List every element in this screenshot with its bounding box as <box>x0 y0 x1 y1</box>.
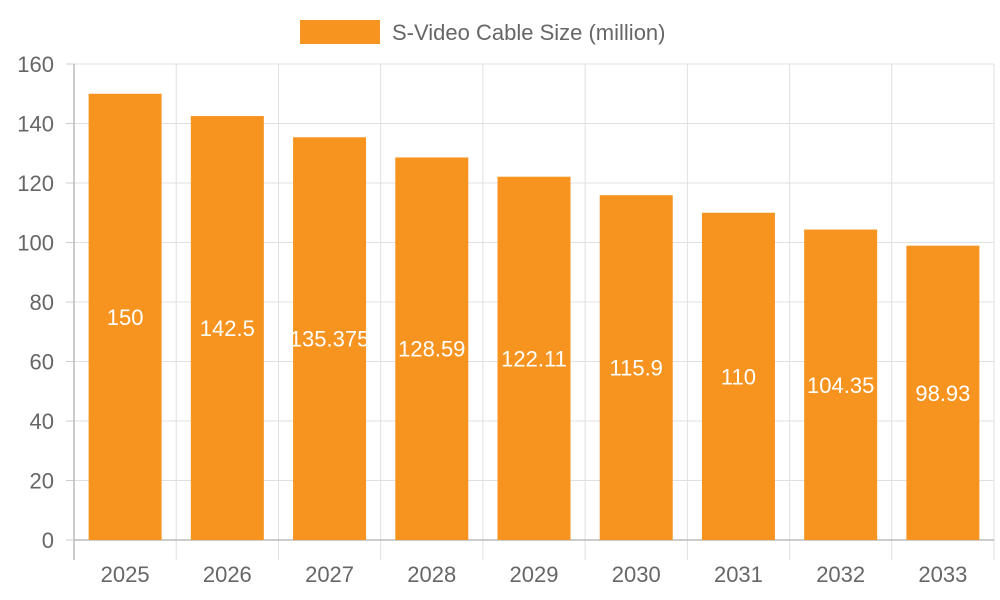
bar-data-label: 98.93 <box>915 381 970 406</box>
y-tick-label: 60 <box>30 350 54 375</box>
legend-swatch <box>300 20 380 44</box>
bar[interactable] <box>190 116 264 540</box>
axes: 0 20 40 60 80 100 120 140 160 2025 2026 2027 2028 202… <box>17 52 994 587</box>
y-tick-label: 160 <box>17 52 54 77</box>
x-tick-label: 2030 <box>612 562 661 587</box>
bar-data-label: 128.59 <box>398 337 465 362</box>
bar-data-label: 150 <box>107 305 144 330</box>
bar[interactable] <box>293 137 367 540</box>
y-tick-label: 100 <box>17 231 54 256</box>
legend: S-Video Cable Size (million) <box>300 20 666 45</box>
legend-label: S-Video Cable Size (million) <box>392 20 666 45</box>
bar[interactable] <box>497 176 571 540</box>
bar-data-label: 135.375 <box>290 327 370 352</box>
y-tick-label: 120 <box>17 171 54 196</box>
y-tick-label: 140 <box>17 112 54 137</box>
bar[interactable] <box>701 212 775 540</box>
y-tick-label: 80 <box>30 290 54 315</box>
x-tick-label: 2027 <box>305 562 354 587</box>
data-labels: 150 142.5 135.375 128.59 122.11 115.9 110 104.3… <box>107 305 971 406</box>
y-tick-label: 40 <box>30 409 54 434</box>
bar[interactable] <box>88 93 162 540</box>
x-tick-label: 2032 <box>816 562 865 587</box>
bar[interactable] <box>906 245 980 541</box>
y-tick-label: 20 <box>30 469 54 494</box>
x-tick-label: 2031 <box>714 562 763 587</box>
bar[interactable] <box>804 229 878 540</box>
bar-data-label: 110 <box>721 364 756 389</box>
bar-data-label: 115.9 <box>610 356 663 381</box>
x-tick-label: 2025 <box>101 562 150 587</box>
x-tick-label: 2026 <box>203 562 252 587</box>
x-tick-label: 2029 <box>510 562 559 587</box>
bar[interactable] <box>599 195 673 540</box>
bar-data-label: 142.5 <box>200 316 255 341</box>
x-tick-label: 2033 <box>918 562 967 587</box>
bar-data-label: 104.35 <box>807 373 874 398</box>
y-tick-label: 0 <box>42 528 54 553</box>
bar-data-label: 122.11 <box>501 346 567 371</box>
bar[interactable] <box>395 157 469 540</box>
bars <box>88 93 980 541</box>
x-tick-label: 2028 <box>407 562 456 587</box>
